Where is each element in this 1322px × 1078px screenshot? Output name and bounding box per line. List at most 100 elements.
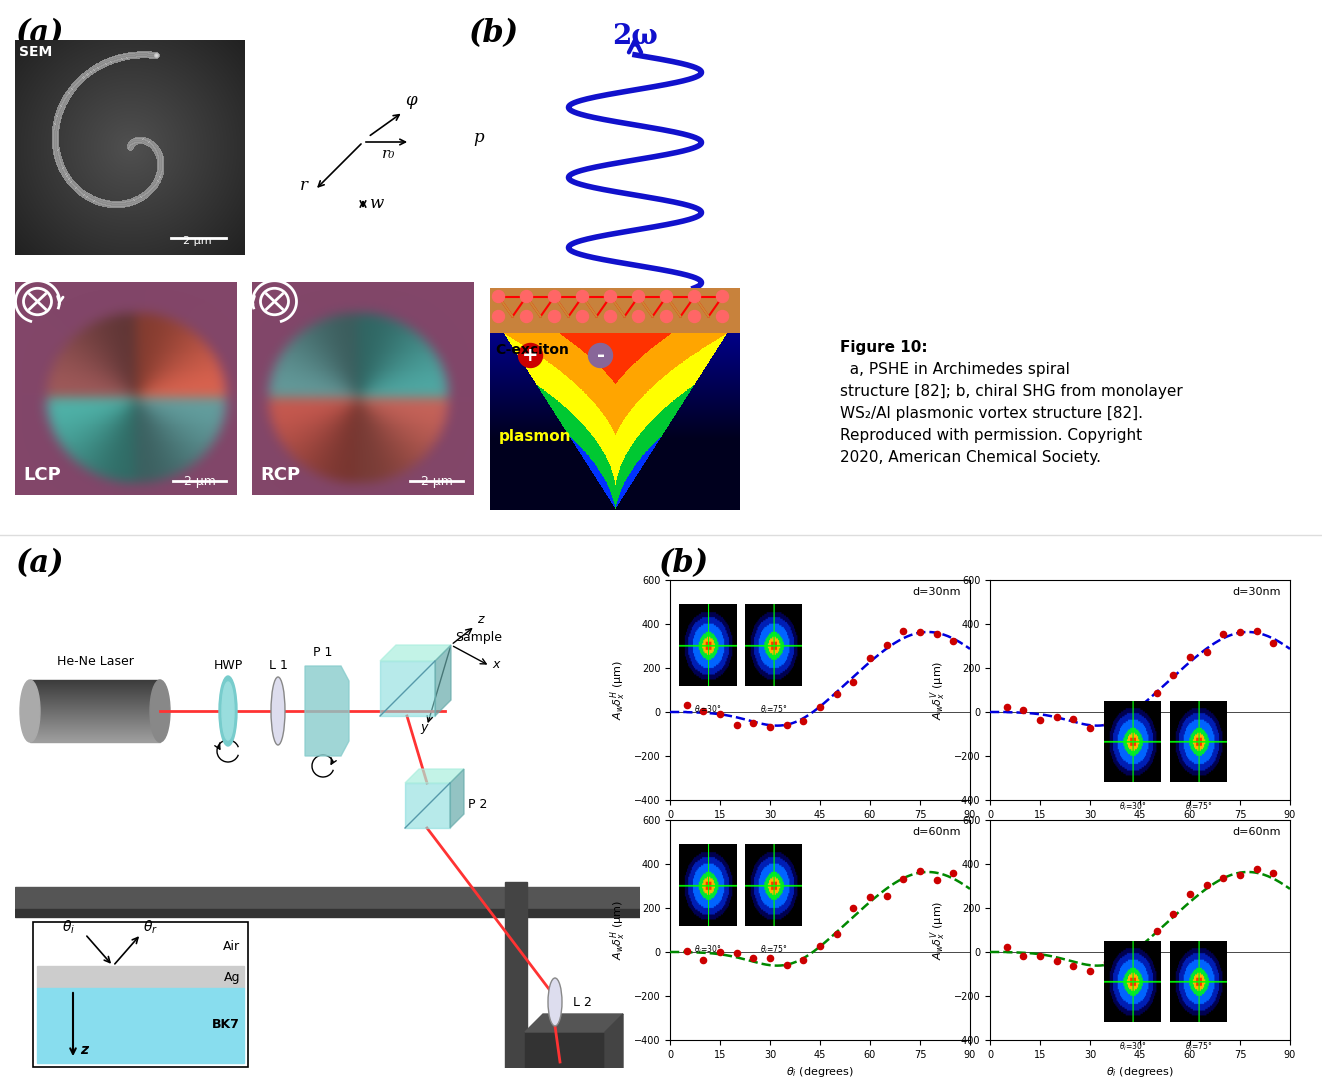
Text: (a): (a) (15, 18, 63, 49)
Point (1163, 666, 1185, 683)
Text: (b): (b) (658, 548, 709, 579)
Point (1113, 949, 1134, 966)
Point (1129, 697, 1150, 715)
Text: Reproduced with permission. Copyright: Reproduced with permission. Copyright (839, 428, 1142, 443)
Polygon shape (449, 769, 464, 828)
Y-axis label: $A_w\delta_x^H$ (μm): $A_w\delta_x^H$ (μm) (608, 900, 628, 959)
Text: w: w (369, 195, 383, 212)
Text: He-Ne Laser: He-Ne Laser (57, 655, 134, 668)
Text: 2020, American Chemical Society.: 2020, American Chemical Society. (839, 450, 1101, 465)
Point (1096, 954, 1117, 971)
Point (1063, 957, 1084, 975)
Point (759, 718, 780, 735)
Polygon shape (405, 783, 449, 828)
Point (943, 865, 964, 882)
Point (859, 888, 880, 906)
Circle shape (661, 290, 673, 303)
Point (910, 624, 931, 641)
Y-axis label: $A_w\delta_x^H$ (μm): $A_w\delta_x^H$ (μm) (608, 660, 628, 720)
Text: Figure 10:: Figure 10: (839, 340, 928, 355)
Polygon shape (525, 1014, 623, 1032)
Point (892, 870, 914, 887)
Text: φ: φ (405, 92, 416, 109)
Point (710, 705, 731, 722)
Circle shape (521, 310, 533, 322)
Polygon shape (379, 645, 451, 661)
Point (876, 636, 898, 653)
Circle shape (588, 344, 612, 368)
Point (743, 949, 764, 966)
Polygon shape (405, 769, 464, 783)
Circle shape (518, 344, 542, 368)
Point (1030, 946, 1051, 964)
Text: L 1: L 1 (268, 659, 287, 672)
Point (995, 938, 1017, 955)
Text: 2 μm: 2 μm (184, 475, 215, 488)
Text: y: y (420, 721, 427, 734)
Point (710, 943, 731, 960)
X-axis label: $\theta_i$ (degrees): $\theta_i$ (degrees) (1107, 826, 1174, 840)
Text: C-exciton: C-exciton (496, 344, 570, 358)
Point (1179, 649, 1200, 666)
Text: z: z (81, 1044, 89, 1058)
Point (1063, 710, 1084, 728)
Point (1113, 709, 1134, 727)
Point (1146, 923, 1167, 940)
Bar (33, 922, 249, 1067)
Point (676, 696, 697, 714)
Text: WS₂/Al plasmonic vortex structure [82].: WS₂/Al plasmonic vortex structure [82]. (839, 406, 1144, 421)
Text: structure [82]; b, chiral SHG from monolayer: structure [82]; b, chiral SHG from monol… (839, 384, 1183, 399)
Point (1179, 886, 1200, 903)
Circle shape (521, 290, 533, 303)
Text: (a): (a) (15, 548, 63, 579)
Point (1013, 948, 1034, 965)
Text: Sample: Sample (455, 631, 502, 644)
Text: x: x (492, 658, 500, 671)
Point (1096, 715, 1117, 732)
Text: 2 μm: 2 μm (184, 235, 212, 246)
Bar (505, 882, 527, 1077)
Point (1229, 866, 1251, 883)
Point (776, 956, 797, 973)
Bar (15, 887, 640, 909)
Circle shape (661, 310, 673, 322)
Point (776, 717, 797, 734)
Point (1196, 644, 1218, 661)
Point (1080, 963, 1101, 980)
Point (826, 925, 847, 942)
Text: P 1: P 1 (313, 646, 333, 659)
Text: $\theta_r$: $\theta_r$ (143, 920, 159, 937)
Circle shape (632, 310, 645, 322)
Ellipse shape (271, 677, 286, 745)
Point (1030, 711, 1051, 729)
Bar (37, 966, 245, 989)
Point (1212, 869, 1233, 886)
Circle shape (549, 310, 561, 322)
Point (842, 899, 863, 916)
X-axis label: $\theta_i$ (degrees): $\theta_i$ (degrees) (1107, 1065, 1174, 1078)
Point (793, 951, 814, 968)
Text: HWP: HWP (213, 659, 243, 672)
Circle shape (632, 290, 645, 303)
Ellipse shape (149, 680, 171, 742)
Text: d=60nm: d=60nm (1232, 827, 1281, 837)
Point (1046, 953, 1067, 970)
Polygon shape (379, 661, 435, 716)
Point (927, 871, 948, 888)
Ellipse shape (219, 676, 237, 746)
Point (910, 862, 931, 880)
Text: L 2: L 2 (572, 995, 592, 1009)
Circle shape (689, 310, 701, 322)
Point (927, 626, 948, 644)
Text: +: + (522, 346, 539, 365)
Y-axis label: $A_w\delta_x^V$ (μm): $A_w\delta_x^V$ (μm) (928, 900, 948, 959)
Text: $\theta_i$: $\theta_i$ (62, 920, 75, 937)
Point (693, 703, 714, 720)
Text: SEM: SEM (20, 44, 53, 58)
Point (726, 716, 747, 733)
Circle shape (604, 290, 616, 303)
Text: Air: Air (223, 940, 241, 953)
Text: Ag: Ag (223, 970, 241, 983)
Point (693, 952, 714, 969)
Y-axis label: $A_w\delta_x^V$ (μm): $A_w\delta_x^V$ (μm) (928, 661, 948, 720)
